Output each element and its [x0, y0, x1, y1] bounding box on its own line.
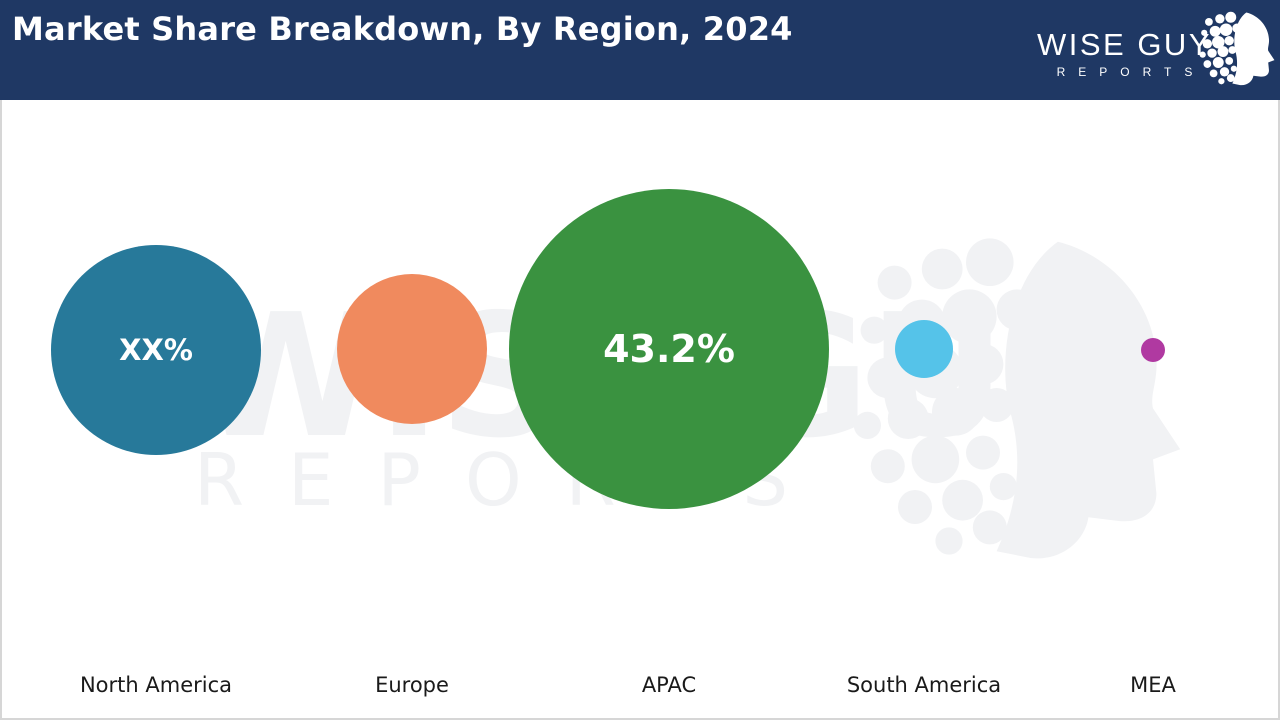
bubble-apac: 43.2%	[509, 189, 829, 509]
header-bar: Market Share Breakdown, By Region, 2024 …	[0, 0, 1280, 100]
bubble-value-label: 43.2%	[603, 327, 735, 371]
bubble-value-label: XX%	[119, 332, 193, 367]
category-label-mea: MEA	[1130, 673, 1176, 697]
logo-wordmark: WISE GUY	[1036, 27, 1212, 62]
category-label-south-america: South America	[846, 673, 1002, 697]
bubble-chart-area: WISE GUY REPORTS XX%North AmericaEurope4…	[0, 100, 1280, 720]
bubble-south-america	[895, 320, 953, 378]
watermark-head-profile-icon	[847, 218, 1187, 596]
wise-guy-reports-logo: WISE GUY REPORTS	[1037, 6, 1276, 94]
logo-subtitle: REPORTS	[1056, 65, 1206, 79]
logo-text: WISE GUY REPORTS	[1037, 27, 1212, 79]
category-label-europe: Europe	[375, 673, 449, 697]
category-label-north-america: North America	[79, 673, 233, 697]
category-label-apac: APAC	[641, 673, 697, 697]
head-profile-icon	[1198, 7, 1276, 93]
page-title: Market Share Breakdown, By Region, 2024	[12, 10, 793, 48]
bubble-north-america: XX%	[51, 245, 261, 455]
bubble-mea	[1141, 338, 1165, 362]
bubble-europe	[337, 274, 487, 424]
